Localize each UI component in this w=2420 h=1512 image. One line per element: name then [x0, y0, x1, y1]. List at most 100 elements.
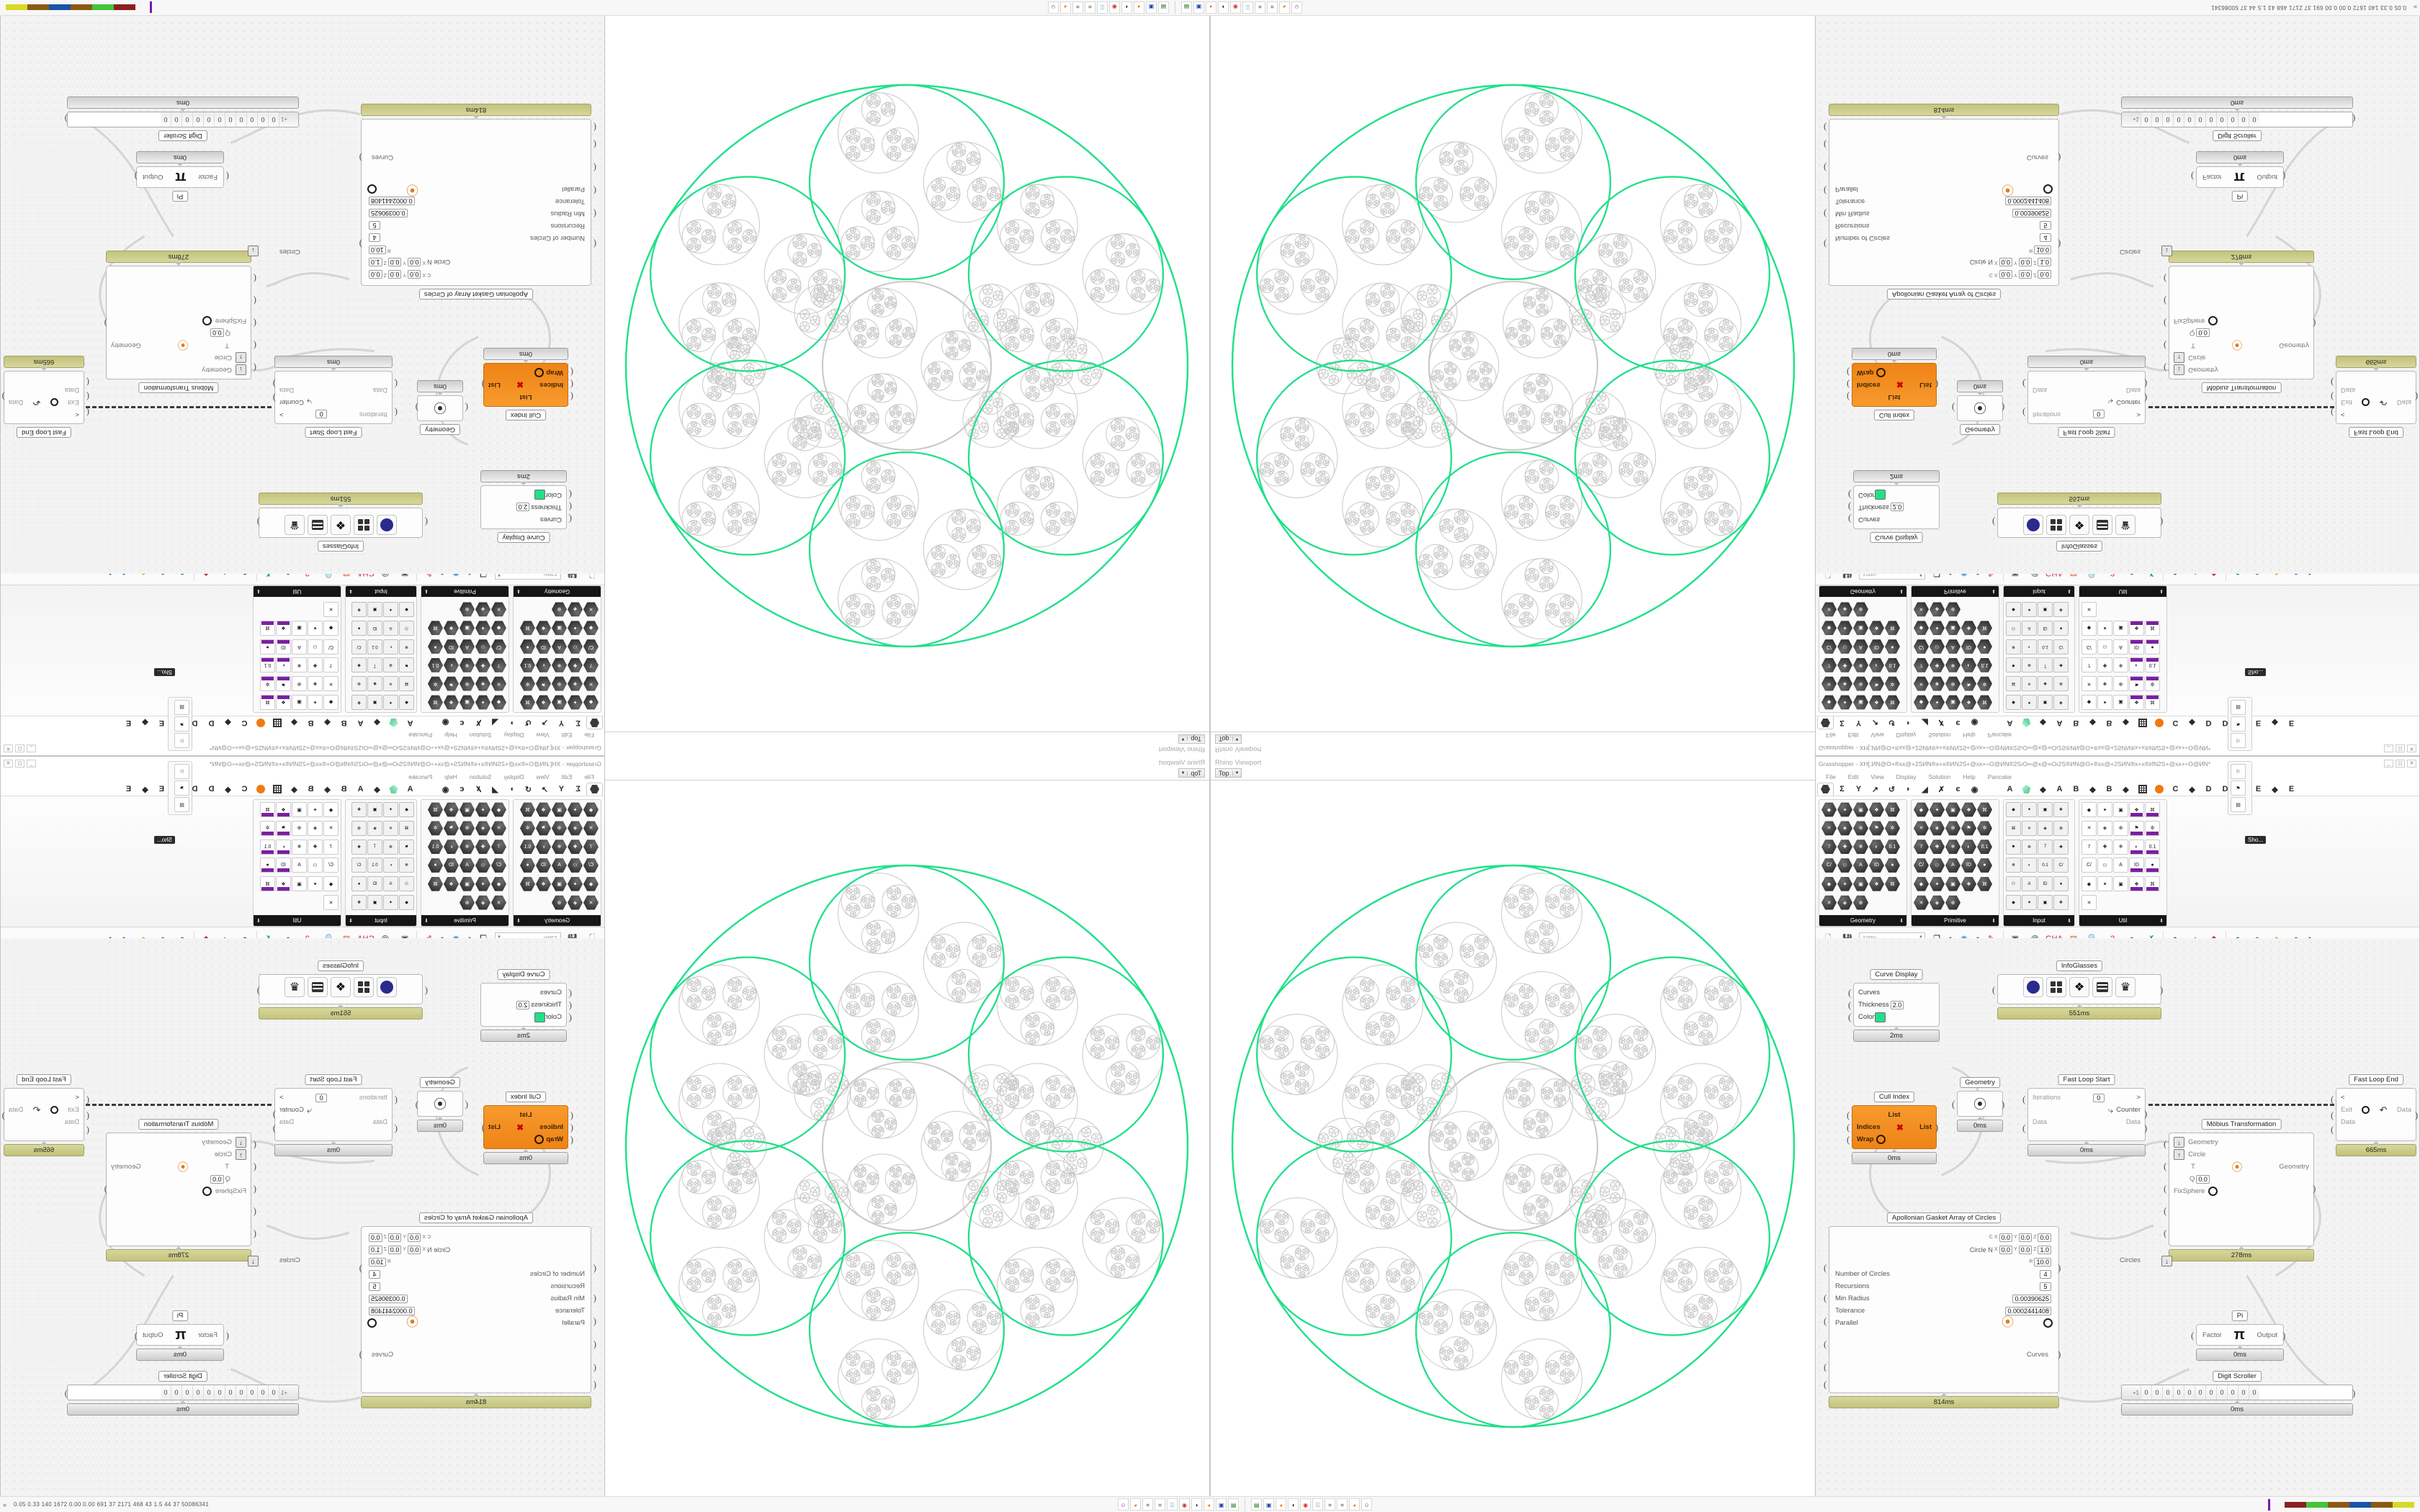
ribbon-icon-geometry-20[interactable]: ◆ — [583, 621, 599, 636]
ribbon-icon-geometry-8[interactable]: ⚑ — [1869, 676, 1884, 691]
ribbon-icon-primitive-14[interactable]: 0.1 — [428, 840, 443, 855]
port-in[interactable]: ( — [2022, 1122, 2026, 1133]
ribbon-icon-input-5[interactable]: ✕ — [2022, 820, 2037, 836]
scroller-digit-7[interactable]: 0 — [193, 112, 204, 127]
ribbon-icon-util-14[interactable]: 0.1 — [260, 657, 275, 673]
ribbon-icon-primitive-11[interactable]: ✚ — [1930, 657, 1945, 672]
scroller-digit-10[interactable]: 0 — [2249, 1385, 2259, 1400]
ribbon-icon-util-20[interactable]: ◆ — [2081, 876, 2097, 892]
ribbon-icon-util-8[interactable]: ⚑ — [2129, 820, 2144, 836]
ribbon-icon-primitive-15[interactable]: C/ — [1914, 639, 1929, 654]
circles-arrow-down-icon[interactable]: ↓ — [248, 246, 259, 256]
ribbon-icon-primitive-16[interactable]: ⚇ — [475, 639, 490, 654]
ribbon-tab-4[interactable]: ↺ — [1888, 785, 1896, 794]
ribbon-icon-primitive-20[interactable]: ◆ — [491, 876, 506, 891]
ribbon-icon-input-5[interactable]: ✕ — [383, 820, 398, 836]
ribbon-icon-util-8[interactable]: ⚑ — [2129, 676, 2144, 692]
ribbon-icon-util-9[interactable]: ✲ — [2145, 676, 2160, 692]
ribbon-icon-primitive-4[interactable]: ⌘ — [428, 695, 443, 710]
ribbon-icon-util-23[interactable]: ❖ — [276, 876, 291, 892]
ribbon-icon-primitive-16[interactable]: ⚇ — [1930, 858, 1945, 873]
ribbon-icon-primitive-9[interactable]: ✲ — [1977, 676, 1992, 691]
component-curve-display[interactable]: Curve Display ( ( ( Curves Thickness 2.0 — [480, 969, 572, 1042]
ribbon-icon-util-14[interactable]: 0.1 — [260, 839, 275, 855]
port-in[interactable]: ( — [86, 1110, 89, 1120]
ribbon-icon-util-4[interactable]: ⌘ — [2145, 695, 2160, 710]
ribbon-icon-util-2[interactable]: ▣ — [2113, 695, 2128, 710]
ribbon-icon-util-6[interactable]: ◈ — [308, 820, 323, 836]
maximize-icon[interactable]: ◻ — [15, 744, 24, 752]
component-apollonian-gasket[interactable]: Apollonian Gasket Array of Circles ( ( (… — [1824, 104, 2172, 300]
scroller-digit-4[interactable]: 0 — [225, 1385, 236, 1400]
taskbar-icon-maze-b[interactable]: ⌗ — [1337, 1498, 1348, 1511]
ribbon-icon-input-20[interactable]: ◆ — [399, 601, 414, 617]
port-out[interactable]: ) — [272, 393, 276, 404]
info-badge-icon[interactable] — [2023, 977, 2043, 997]
menu-solution[interactable]: Solution — [469, 732, 492, 739]
port-in[interactable]: ( — [593, 1262, 596, 1273]
taskbar-icon-red-disc[interactable]: ◉ — [1229, 1, 1241, 14]
ribbon-icon-util-6[interactable]: ◈ — [308, 676, 323, 692]
ribbon-icon-primitive-0[interactable]: ◆ — [1914, 802, 1929, 817]
taskbar-icon-terminal-green[interactable]: ▤ — [1180, 1, 1192, 14]
ribbon-group-label[interactable]: Primitive ⬇ — [1912, 586, 1999, 597]
port-in[interactable]: ( — [1848, 490, 1852, 500]
component-geometry[interactable]: Geometry ( ) ⦿ 0ms — [416, 380, 468, 435]
ribbon-icon-util-0[interactable]: ◆ — [2081, 802, 2097, 817]
ribbon-icon-geometry-26[interactable]: ◈ — [1837, 895, 1852, 910]
pin-icon[interactable]: ⬇ — [424, 918, 429, 924]
ribbon-icon-util-0[interactable]: ◆ — [2081, 695, 2097, 710]
taskbar-icon-terminal-green[interactable]: ▤ — [1157, 1, 1169, 14]
ribbon-icon-input-22[interactable]: ▣ — [2038, 601, 2053, 617]
ribbon-icon-util-13[interactable]: ◐ — [276, 839, 291, 855]
taskbar-icon-ghost-purple[interactable]: ☺ — [1291, 1, 1302, 14]
ribbon-icon-util-15[interactable]: C/ — [2081, 858, 2097, 873]
taskbar-icon-terminal-green[interactable]: ▤ — [1251, 1498, 1263, 1511]
taskbar-icon-ghost-purple[interactable]: ☺ — [1118, 1498, 1129, 1511]
ribbon-tab-12[interactable]: ◆ — [374, 785, 380, 794]
ribbon-icon-geometry-12[interactable]: ❄ — [552, 657, 567, 672]
port-in[interactable]: ( — [2164, 363, 2167, 374]
ribbon-icon-primitive-19[interactable]: ● — [1977, 858, 1992, 873]
ribbon-tab-15[interactable]: ◆ — [2089, 718, 2096, 727]
ribbon-icon-geometry-1[interactable]: ✦ — [1837, 695, 1852, 710]
ribbon-tab-17[interactable]: ◆ — [291, 785, 297, 794]
taskbar-icon-firefox[interactable]: ◕ — [1130, 1498, 1142, 1511]
ribbon-icon-util-15[interactable]: C/ — [323, 639, 339, 654]
port-in[interactable]: ( — [2164, 1138, 2167, 1149]
ribbon-tab-3[interactable]: ↗ — [541, 785, 549, 794]
menu-help[interactable]: Help — [444, 732, 457, 739]
ribbon-float-icon-2[interactable]: ▤ — [2231, 797, 2246, 812]
ribbon-icon-input-11[interactable]: ✚ — [2053, 657, 2069, 673]
port-out[interactable]: ) — [359, 239, 362, 250]
arrow-down-icon[interactable]: ↓ — [236, 364, 246, 375]
component-mobius-transformation[interactable]: Möbius Transformation ( ( ( ( ( ) ↓ Geom… — [104, 1119, 256, 1261]
pin-icon[interactable]: ⬇ — [516, 588, 521, 594]
ribbon-float-icon-0[interactable]: ⚐ — [174, 733, 189, 748]
scroller-digit-10[interactable]: 0 — [2249, 112, 2259, 127]
menu-solution[interactable]: Solution — [1928, 732, 1951, 739]
ribbon-icon-util-4[interactable]: ⌘ — [2145, 802, 2160, 817]
port-in[interactable]: ( — [253, 318, 256, 329]
taskbar-icon-red-disc[interactable]: ◉ — [1108, 1, 1120, 14]
ribbon-tab-22[interactable]: D — [208, 719, 215, 727]
port-out[interactable]: ) — [2313, 1183, 2316, 1194]
ribbon-icon-geometry-18[interactable]: ID — [1869, 858, 1884, 873]
menu-solution[interactable]: Solution — [1928, 773, 1951, 780]
scroller-digit-3[interactable]: 0 — [236, 112, 247, 127]
ribbon-icon-input-14[interactable]: 0.1 — [2038, 639, 2053, 654]
ribbon-tab-22[interactable]: D — [2205, 785, 2212, 793]
ribbon-icon-primitive-15[interactable]: C/ — [1914, 858, 1929, 873]
ribbon-icon-util-11[interactable]: ✚ — [2097, 657, 2112, 673]
taskbar-icon-firefox2[interactable]: ◕ — [1204, 1498, 1215, 1511]
component-curve-display[interactable]: Curve Display ( ( ( Curves Thickness 2.0 — [1848, 969, 1940, 1042]
ribbon-icon-util-22[interactable]: ▣ — [2113, 620, 2128, 636]
taskbar-icon-notepad[interactable]: ☰ — [1312, 1498, 1324, 1511]
ribbon-icon-primitive-11[interactable]: ✚ — [1930, 840, 1945, 855]
arrow-down-icon[interactable]: ↓ — [2174, 1137, 2184, 1148]
minimize-icon[interactable]: _ — [27, 760, 36, 768]
c-z[interactable]: 0.0 — [369, 1233, 382, 1242]
ribbon-icon-input-11[interactable]: ✚ — [351, 839, 367, 855]
ribbon-icon-input-21[interactable]: ✦ — [383, 895, 398, 911]
ribbon-icon-input-12[interactable]: ❄ — [2006, 639, 2021, 654]
